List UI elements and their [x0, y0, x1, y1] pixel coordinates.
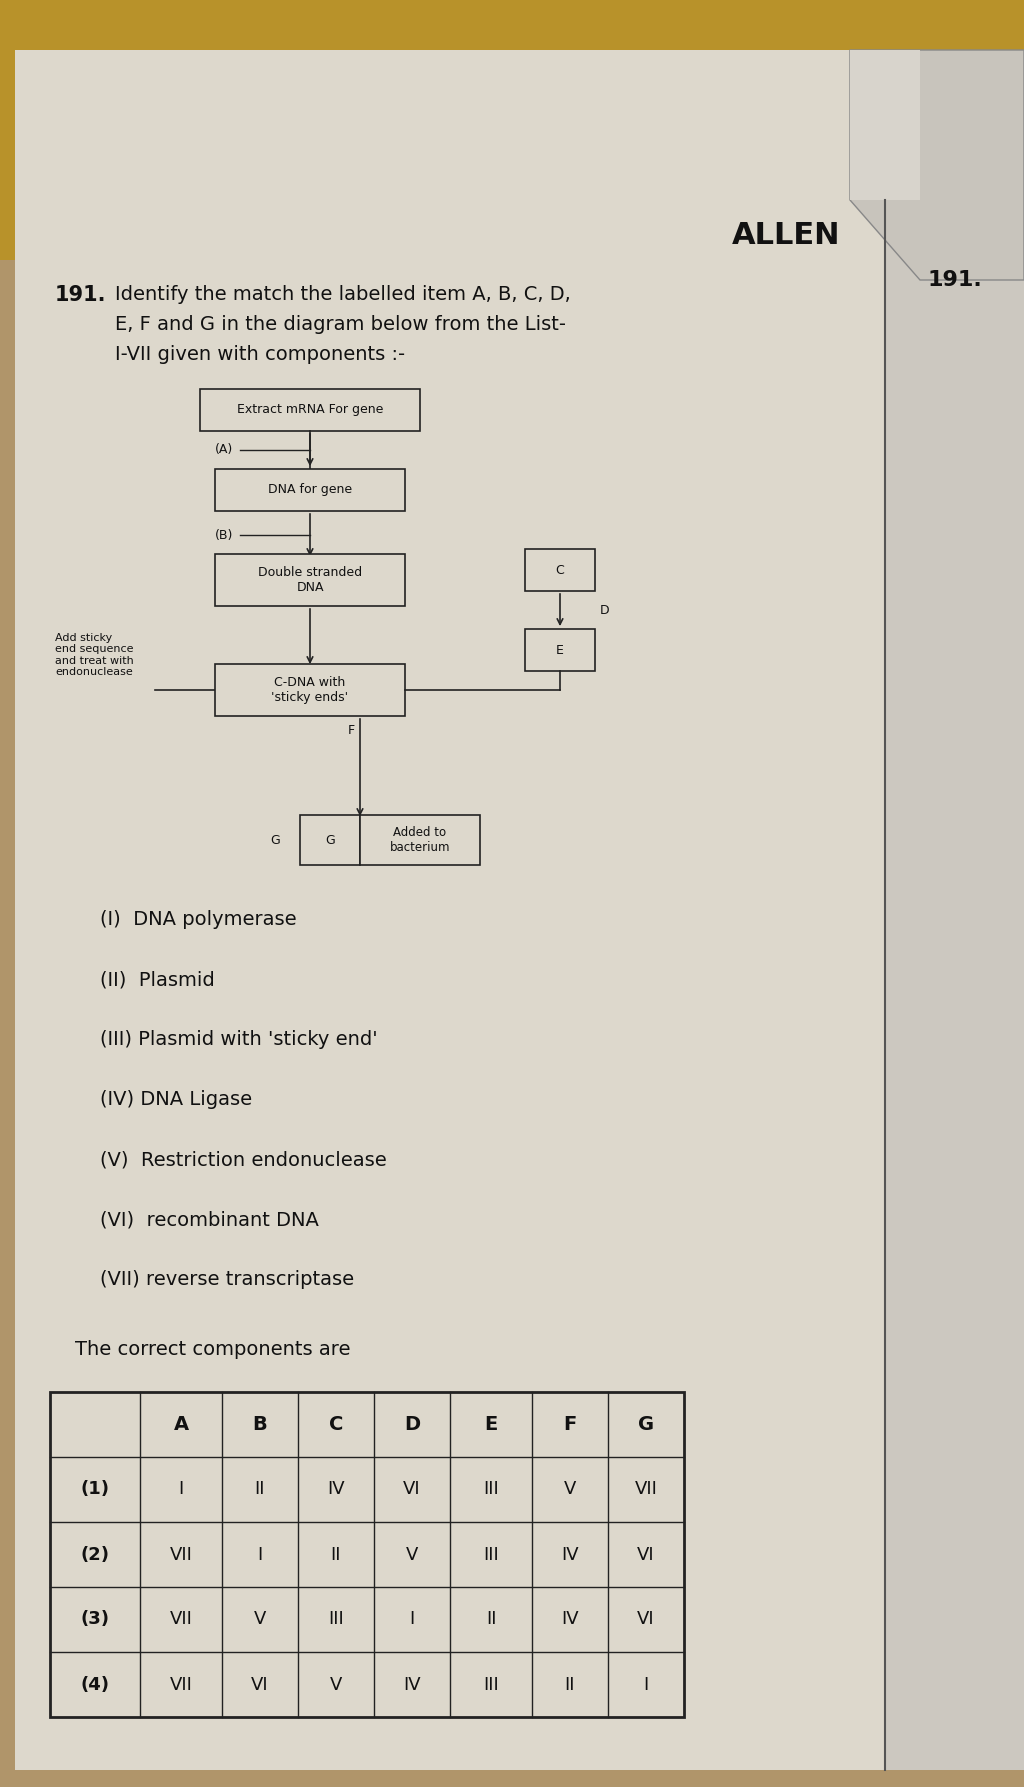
Text: C: C: [556, 563, 564, 577]
Text: G: G: [326, 833, 335, 847]
Text: V: V: [254, 1610, 266, 1628]
Text: I: I: [257, 1546, 262, 1564]
Text: IV: IV: [403, 1676, 421, 1694]
Text: VII: VII: [170, 1546, 193, 1564]
Text: A: A: [173, 1415, 188, 1433]
Text: Add sticky
end sequence
and treat with
endonuclease: Add sticky end sequence and treat with e…: [55, 633, 134, 677]
Text: (A): (A): [215, 443, 233, 456]
Text: VI: VI: [637, 1546, 654, 1564]
Text: (4): (4): [81, 1676, 110, 1694]
Text: IV: IV: [561, 1610, 579, 1628]
Text: (1): (1): [81, 1480, 110, 1499]
Bar: [300, 815, 360, 865]
Text: III: III: [483, 1480, 499, 1499]
Bar: [360, 815, 480, 865]
Text: II: II: [255, 1480, 265, 1499]
Text: VII: VII: [170, 1676, 193, 1694]
Text: E: E: [484, 1415, 498, 1433]
Text: B: B: [253, 1415, 267, 1433]
Text: IV: IV: [561, 1546, 579, 1564]
Text: The correct components are: The correct components are: [75, 1340, 350, 1358]
Text: V: V: [406, 1546, 418, 1564]
Text: (2): (2): [81, 1546, 110, 1564]
Text: 191.: 191.: [55, 284, 106, 306]
Text: F: F: [348, 724, 355, 738]
Bar: [50, 1392, 684, 1717]
Text: III: III: [328, 1610, 344, 1628]
Text: 191.: 191.: [928, 270, 982, 289]
Text: G: G: [270, 833, 280, 847]
Text: VII: VII: [170, 1610, 193, 1628]
Text: II: II: [565, 1676, 575, 1694]
Text: I: I: [410, 1610, 415, 1628]
Text: V: V: [330, 1676, 342, 1694]
Text: (VI)  recombinant DNA: (VI) recombinant DNA: [100, 1210, 318, 1229]
Text: VI: VI: [251, 1676, 269, 1694]
Text: Identify the match the labelled item A, B, C, D,: Identify the match the labelled item A, …: [115, 284, 570, 304]
Bar: [0, 0, 1024, 259]
Text: F: F: [563, 1415, 577, 1433]
Text: (VII) reverse transcriptase: (VII) reverse transcriptase: [100, 1271, 354, 1288]
Text: C-DNA with
'sticky ends': C-DNA with 'sticky ends': [271, 675, 348, 704]
Text: G: G: [638, 1415, 654, 1433]
Text: (B): (B): [215, 529, 233, 541]
Text: (V)  Restriction endonuclease: (V) Restriction endonuclease: [100, 1151, 387, 1169]
Text: ALLEN: ALLEN: [731, 220, 840, 250]
Text: DNA for gene: DNA for gene: [268, 484, 352, 497]
Text: VI: VI: [637, 1610, 654, 1628]
Text: III: III: [483, 1546, 499, 1564]
Text: V: V: [564, 1480, 577, 1499]
Text: (I)  DNA polymerase: (I) DNA polymerase: [100, 910, 297, 929]
Text: (II)  Plasmid: (II) Plasmid: [100, 970, 215, 988]
Text: I: I: [178, 1480, 183, 1499]
Bar: [215, 665, 406, 717]
Bar: [525, 549, 595, 591]
Text: I: I: [643, 1676, 648, 1694]
Text: VI: VI: [403, 1480, 421, 1499]
Text: II: II: [331, 1546, 341, 1564]
Bar: [885, 50, 1024, 1769]
Bar: [215, 468, 406, 511]
Text: Added to
bacterium: Added to bacterium: [390, 826, 451, 854]
Text: E, F and G in the diagram below from the List-: E, F and G in the diagram below from the…: [115, 315, 566, 334]
Text: (IV) DNA Ligase: (IV) DNA Ligase: [100, 1090, 252, 1110]
Text: D: D: [600, 604, 609, 617]
Text: IV: IV: [328, 1480, 345, 1499]
Polygon shape: [850, 50, 1024, 281]
Bar: [215, 554, 406, 606]
Text: VII: VII: [635, 1480, 657, 1499]
Text: (III) Plasmid with 'sticky end': (III) Plasmid with 'sticky end': [100, 1029, 378, 1049]
Text: D: D: [403, 1415, 420, 1433]
Bar: [525, 629, 595, 670]
Text: I-VII given with components :-: I-VII given with components :-: [115, 345, 406, 365]
Text: III: III: [483, 1676, 499, 1694]
Text: C: C: [329, 1415, 343, 1433]
Bar: [200, 390, 420, 431]
Bar: [15, 50, 885, 1769]
Text: II: II: [485, 1610, 497, 1628]
Text: E: E: [556, 643, 564, 656]
Polygon shape: [850, 50, 920, 200]
Text: Double stranded
DNA: Double stranded DNA: [258, 566, 362, 593]
Text: (3): (3): [81, 1610, 110, 1628]
Text: Extract mRNA For gene: Extract mRNA For gene: [237, 404, 383, 416]
